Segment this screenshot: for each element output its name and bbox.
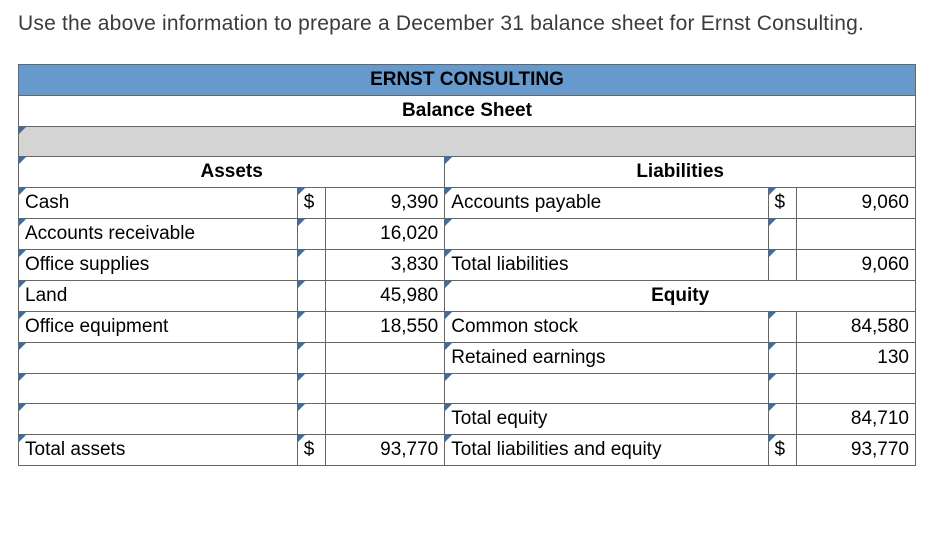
- asset-row-value: 3,830: [326, 250, 445, 281]
- empty-cell: [326, 343, 445, 374]
- equity-total-value: 84,710: [796, 404, 915, 435]
- asset-row-value: 45,980: [326, 281, 445, 312]
- empty-cell: [768, 219, 796, 250]
- assets-total-value: 93,770: [326, 435, 445, 466]
- empty-cell: [768, 404, 796, 435]
- statement-header: Balance Sheet: [19, 96, 916, 127]
- empty-cell: [445, 219, 768, 250]
- assets-section-header: Assets: [19, 157, 445, 188]
- empty-cell: [297, 374, 325, 404]
- liabilities-section-header: Liabilities: [445, 157, 916, 188]
- empty-cell: [796, 219, 915, 250]
- grand-total-value: 93,770: [796, 435, 915, 466]
- equity-row-value: 84,580: [796, 312, 915, 343]
- liability-row-label: Accounts payable: [445, 188, 768, 219]
- equity-row-label: Common stock: [445, 312, 768, 343]
- empty-cell: [297, 281, 325, 312]
- instruction-text: Use the above information to prepare a D…: [18, 12, 917, 36]
- liability-total-label: Total liabilities: [445, 250, 768, 281]
- empty-cell: [19, 374, 298, 404]
- asset-row-value: 9,390: [326, 188, 445, 219]
- asset-row-value: 16,020: [326, 219, 445, 250]
- assets-total-label: Total assets: [19, 435, 298, 466]
- liability-total-value: 9,060: [796, 250, 915, 281]
- empty-cell: [768, 343, 796, 374]
- currency-symbol: $: [297, 435, 325, 466]
- empty-cell: [796, 374, 915, 404]
- empty-cell: [326, 374, 445, 404]
- empty-cell: [768, 312, 796, 343]
- grand-total-label: Total liabilities and equity: [445, 435, 768, 466]
- empty-cell: [297, 343, 325, 374]
- empty-cell: [768, 250, 796, 281]
- empty-cell: [297, 404, 325, 435]
- equity-total-label: Total equity: [445, 404, 768, 435]
- empty-cell: [19, 343, 298, 374]
- currency-symbol: $: [768, 435, 796, 466]
- spacer-row: [19, 127, 916, 157]
- asset-row-label: Office equipment: [19, 312, 298, 343]
- currency-symbol: $: [768, 188, 796, 219]
- equity-row-label: Retained earnings: [445, 343, 768, 374]
- empty-cell: [297, 219, 325, 250]
- empty-cell: [297, 312, 325, 343]
- asset-row-label: Accounts receivable: [19, 219, 298, 250]
- asset-row-label: Land: [19, 281, 298, 312]
- equity-section-header: Equity: [445, 281, 916, 312]
- empty-cell: [297, 250, 325, 281]
- company-header: ERNST CONSULTING: [19, 65, 916, 96]
- empty-cell: [19, 404, 298, 435]
- balance-sheet-table: ERNST CONSULTING Balance Sheet Assets Li…: [18, 64, 916, 466]
- asset-row-label: Cash: [19, 188, 298, 219]
- equity-row-value: 130: [796, 343, 915, 374]
- liability-row-value: 9,060: [796, 188, 915, 219]
- asset-row-value: 18,550: [326, 312, 445, 343]
- empty-cell: [326, 404, 445, 435]
- asset-row-label: Office supplies: [19, 250, 298, 281]
- currency-symbol: $: [297, 188, 325, 219]
- empty-cell: [445, 374, 768, 404]
- empty-cell: [768, 374, 796, 404]
